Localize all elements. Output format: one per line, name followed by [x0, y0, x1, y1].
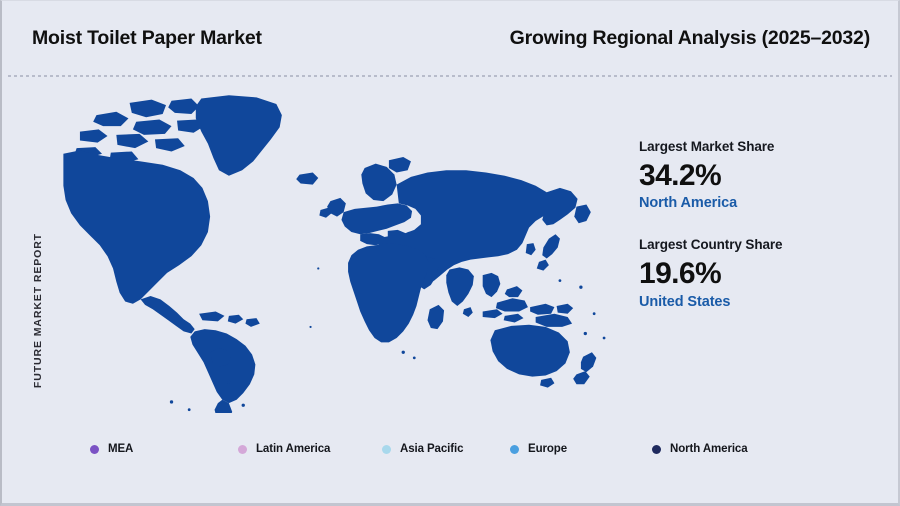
world-map-landmasses	[63, 95, 606, 413]
stat-largest-country-share: Largest Country Share 19.6% United State…	[639, 237, 889, 309]
stat-value: 34.2%	[639, 159, 722, 192]
page-title: Moist Toilet Paper Market	[32, 27, 262, 49]
header: Moist Toilet Paper Market Growing Region…	[2, 1, 898, 76]
stat-region: North America	[639, 195, 738, 212]
page-subtitle: Growing Regional Analysis (2025–2032)	[509, 27, 871, 49]
legend-item-mea: MEA	[90, 443, 133, 455]
world-map	[62, 93, 622, 413]
legend-item-north-america: North America	[652, 443, 748, 455]
legend-item-latin-america: Latin America	[238, 443, 330, 455]
legend-item-asia-pacific: Asia Pacific	[382, 443, 463, 455]
legend-dot-icon	[652, 444, 661, 454]
stat-largest-market-share: Largest Market Share 34.2% North America	[639, 139, 889, 211]
stats-panel: Largest Market Share 34.2% North America…	[639, 139, 889, 336]
stat-label: Largest Market Share	[639, 139, 775, 154]
legend-item-label: MEA	[108, 443, 134, 455]
world-map-svg	[63, 95, 606, 413]
legend-item-label: Europe	[528, 443, 568, 455]
stat-label: Largest Country Share	[639, 237, 783, 253]
stat-region: United States	[639, 293, 731, 310]
legend-item-label: Latin America	[256, 443, 331, 455]
legend-dot-icon	[382, 444, 391, 454]
brand-vertical-label: FUTURE MARKET REPORT	[32, 233, 44, 389]
legend-dot-icon	[90, 444, 99, 454]
legend-dot-icon	[238, 444, 247, 454]
stat-value: 19.6%	[639, 257, 722, 291]
legend-item-europe: Europe	[510, 443, 567, 455]
legend-item-label: North America	[670, 443, 748, 455]
legend-dot-icon	[510, 444, 519, 454]
legend-item-label: Asia Pacific	[400, 443, 464, 455]
header-divider	[8, 75, 892, 77]
